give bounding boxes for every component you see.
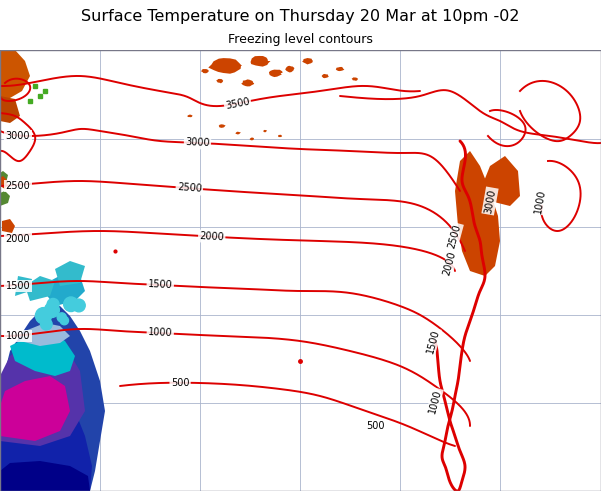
Polygon shape	[0, 306, 105, 491]
Polygon shape	[0, 391, 92, 491]
Polygon shape	[278, 135, 282, 137]
Text: 3000: 3000	[6, 131, 30, 141]
Polygon shape	[216, 79, 224, 83]
Text: Freezing level contours: Freezing level contours	[228, 32, 373, 46]
Polygon shape	[15, 276, 32, 296]
Polygon shape	[10, 331, 75, 376]
Text: 3500: 3500	[225, 96, 251, 110]
Circle shape	[47, 299, 59, 310]
Polygon shape	[263, 130, 267, 133]
Text: 2500: 2500	[447, 223, 463, 249]
Circle shape	[64, 297, 78, 312]
Circle shape	[73, 299, 85, 312]
Polygon shape	[219, 124, 226, 128]
Circle shape	[60, 316, 69, 325]
Polygon shape	[322, 74, 329, 78]
Polygon shape	[302, 58, 313, 64]
Polygon shape	[0, 50, 30, 101]
Text: 1000: 1000	[6, 331, 30, 341]
Polygon shape	[188, 114, 193, 117]
Text: 1500: 1500	[148, 279, 173, 291]
Polygon shape	[0, 171, 8, 183]
Polygon shape	[0, 176, 8, 189]
Polygon shape	[0, 336, 85, 446]
Polygon shape	[249, 137, 254, 140]
Polygon shape	[352, 78, 358, 81]
Polygon shape	[209, 58, 242, 74]
Polygon shape	[25, 276, 55, 301]
Polygon shape	[20, 323, 70, 346]
Polygon shape	[45, 273, 85, 306]
Polygon shape	[285, 66, 294, 73]
Polygon shape	[455, 151, 500, 276]
Text: 2000: 2000	[5, 234, 30, 244]
Text: 1000: 1000	[533, 188, 547, 214]
Polygon shape	[482, 156, 520, 206]
Text: 500: 500	[171, 378, 189, 388]
Polygon shape	[336, 67, 344, 71]
Polygon shape	[241, 80, 254, 86]
Text: 1500: 1500	[425, 328, 441, 354]
Text: 500: 500	[366, 421, 384, 431]
Text: 3000: 3000	[483, 188, 497, 214]
Text: 2000: 2000	[199, 231, 224, 243]
Polygon shape	[0, 376, 70, 441]
Circle shape	[57, 313, 66, 322]
Polygon shape	[0, 461, 90, 491]
Text: 1500: 1500	[5, 281, 30, 291]
Text: 2500: 2500	[5, 181, 31, 191]
Text: Surface Temperature on Thursday 20 Mar at 10pm -02: Surface Temperature on Thursday 20 Mar a…	[81, 8, 520, 24]
Circle shape	[44, 302, 59, 318]
Polygon shape	[2, 219, 15, 233]
Polygon shape	[55, 261, 85, 286]
Circle shape	[35, 307, 52, 324]
Text: 1000: 1000	[427, 388, 443, 414]
Polygon shape	[251, 56, 270, 67]
Polygon shape	[0, 191, 10, 206]
Polygon shape	[236, 132, 241, 135]
Circle shape	[40, 319, 52, 330]
Polygon shape	[269, 70, 282, 77]
Text: 2500: 2500	[177, 182, 202, 194]
Text: 3000: 3000	[185, 137, 210, 148]
Text: 1000: 1000	[148, 327, 172, 339]
Text: 2000: 2000	[442, 250, 458, 276]
Polygon shape	[201, 69, 209, 73]
Polygon shape	[0, 96, 20, 123]
